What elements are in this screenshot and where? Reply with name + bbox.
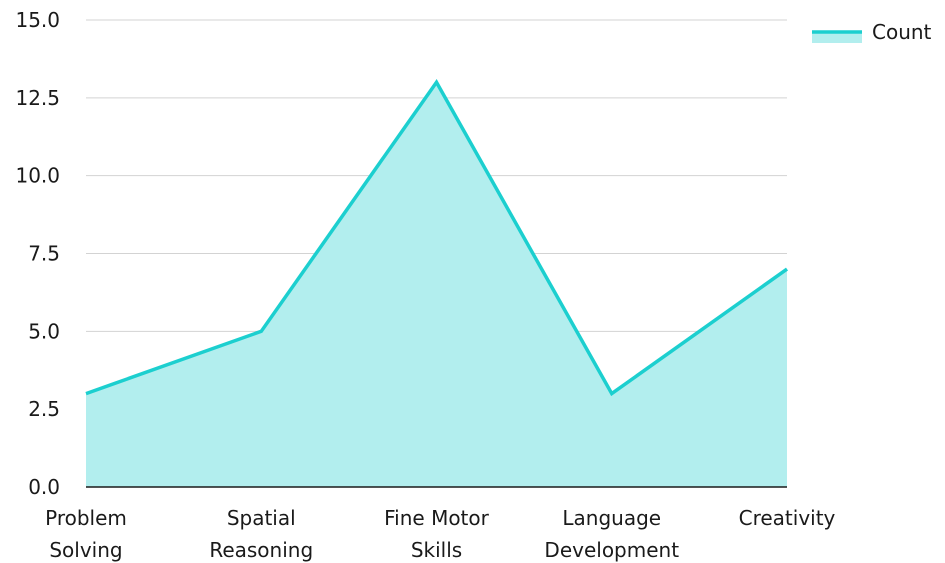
- x-tick-label: Problem Solving: [45, 506, 127, 562]
- y-axis-tick-labels: 0.0 2.5 5.0 7.5 10.0 12.5 15.0: [15, 8, 60, 499]
- legend-label-count: Count: [872, 20, 932, 44]
- legend: Count: [812, 20, 932, 44]
- area-fill: [86, 82, 787, 488]
- x-tick-label: Spatial Reasoning: [209, 506, 313, 562]
- x-axis-tick-labels: Problem Solving Spatial Reasoning Fine Motor…: [45, 506, 835, 562]
- y-tick-label: 0.0: [28, 475, 60, 499]
- x-tick-label: Fine Motor Skills: [384, 506, 490, 562]
- y-tick-label: 10.0: [15, 164, 60, 188]
- y-tick-label: 5.0: [28, 319, 60, 343]
- area-series-count: [85, 78, 789, 488]
- y-tick-label: 15.0: [15, 8, 60, 32]
- y-tick-label: 12.5: [15, 86, 60, 110]
- y-tick-label: 2.5: [28, 397, 60, 421]
- legend-swatch-fill: [812, 32, 862, 43]
- x-tick-label: Language Development: [544, 506, 679, 562]
- x-tick-label: Creativity: [739, 506, 836, 530]
- y-tick-label: 7.5: [28, 242, 60, 266]
